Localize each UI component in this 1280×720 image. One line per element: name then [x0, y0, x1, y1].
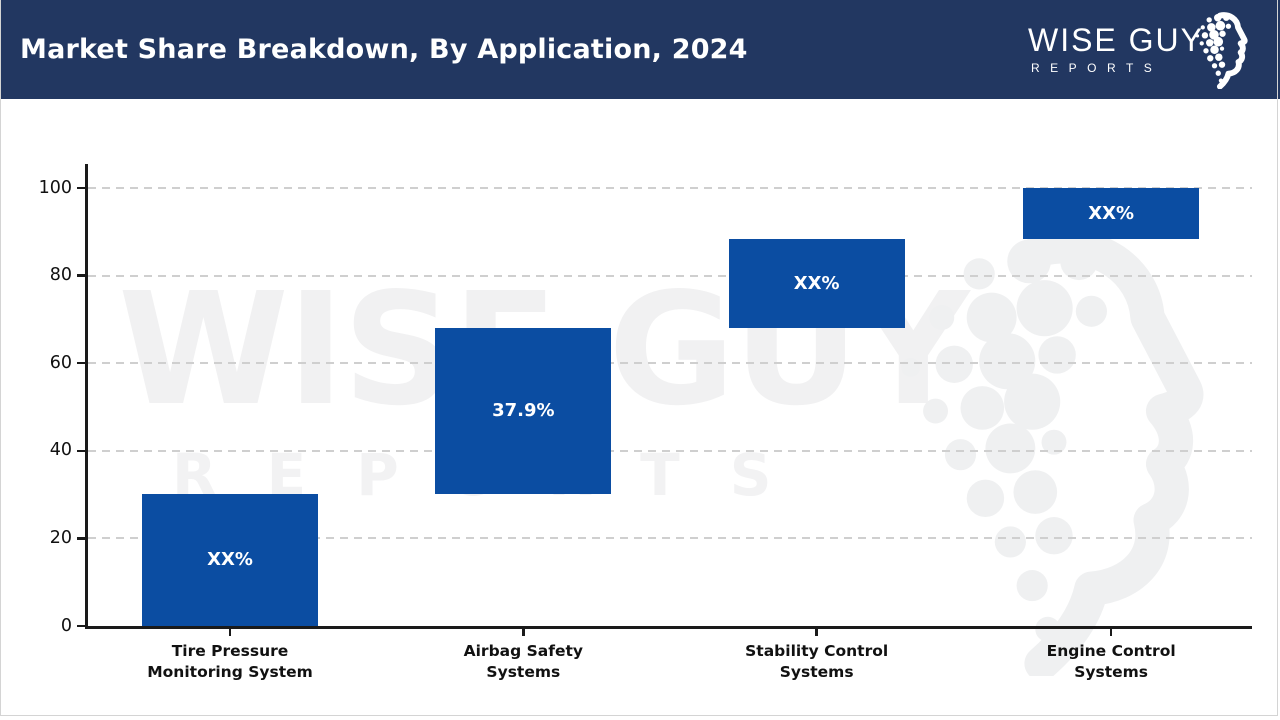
y-tick-0 — [77, 624, 86, 628]
logo-text: WISE GUY REPORTS — [1028, 24, 1204, 75]
gridline-40 — [88, 449, 1252, 452]
x-tick-2 — [815, 628, 818, 636]
bar-value-label-3: XX% — [1088, 203, 1135, 225]
logo-subtext: REPORTS — [1030, 61, 1163, 75]
category-label-line: Systems — [486, 662, 561, 681]
y-tick-label-80: 80 — [49, 265, 72, 286]
gridline-20 — [88, 537, 1252, 540]
category-label-line: Stability Control — [745, 642, 889, 660]
y-tick-label-100: 100 — [38, 177, 72, 198]
category-label-1: Airbag Safety Systems — [408, 641, 638, 683]
category-label-line: Systems — [779, 662, 854, 681]
x-tick-3 — [1109, 628, 1113, 636]
y-axis-spine — [85, 164, 88, 628]
wise-guy-logo: WISE GUY REPORTS — [1028, 11, 1254, 89]
bar-2: XX% — [728, 239, 905, 328]
category-label-line: Systems — [1074, 662, 1149, 681]
category-label-line: Airbag Safety — [463, 642, 584, 660]
y-tick-100 — [77, 186, 86, 190]
y-tick-60 — [77, 361, 86, 365]
category-label-line: Engine Control — [1046, 642, 1176, 660]
y-tick-label-40: 40 — [49, 440, 72, 461]
bar-value-label-1: 37.9% — [492, 400, 555, 422]
category-label-line: Monitoring System — [147, 662, 313, 681]
bar-1: 37.9% — [435, 327, 612, 494]
plot-area: XX% 37.9% XX% XX% — [88, 187, 1252, 626]
gridline-80 — [88, 274, 1252, 277]
bar-0: XX% — [142, 493, 318, 626]
bar-value-label-0: XX% — [207, 549, 253, 571]
category-label-2: Stability Control Systems — [702, 641, 932, 683]
page-title: Market Share Breakdown, By Application, … — [20, 34, 748, 65]
category-label-0: Tire Pressure Monitoring System — [115, 641, 345, 683]
category-label-line: Tire Pressure — [171, 642, 289, 660]
y-tick-label-60: 60 — [49, 352, 72, 373]
gridline-100 — [88, 187, 1252, 189]
x-tick-1 — [522, 628, 525, 636]
logo-face-icon — [1190, 11, 1254, 89]
bar-value-label-2: XX% — [793, 273, 840, 294]
bar-3: XX% — [1023, 188, 1200, 240]
header: Market Share Breakdown, By Application, … — [0, 0, 1280, 99]
y-tick-40 — [77, 449, 86, 453]
category-label-3: Engine Control Systems — [996, 641, 1226, 683]
y-tick-label-0: 0 — [60, 615, 72, 636]
x-tick-0 — [228, 628, 232, 636]
gridline-60 — [88, 362, 1252, 365]
x-axis-spine — [85, 626, 1252, 629]
y-tick-80 — [77, 274, 86, 277]
y-tick-20 — [77, 537, 86, 540]
y-tick-label-20: 20 — [49, 527, 72, 548]
logo-wordmark: WISE GUY — [1027, 22, 1204, 58]
